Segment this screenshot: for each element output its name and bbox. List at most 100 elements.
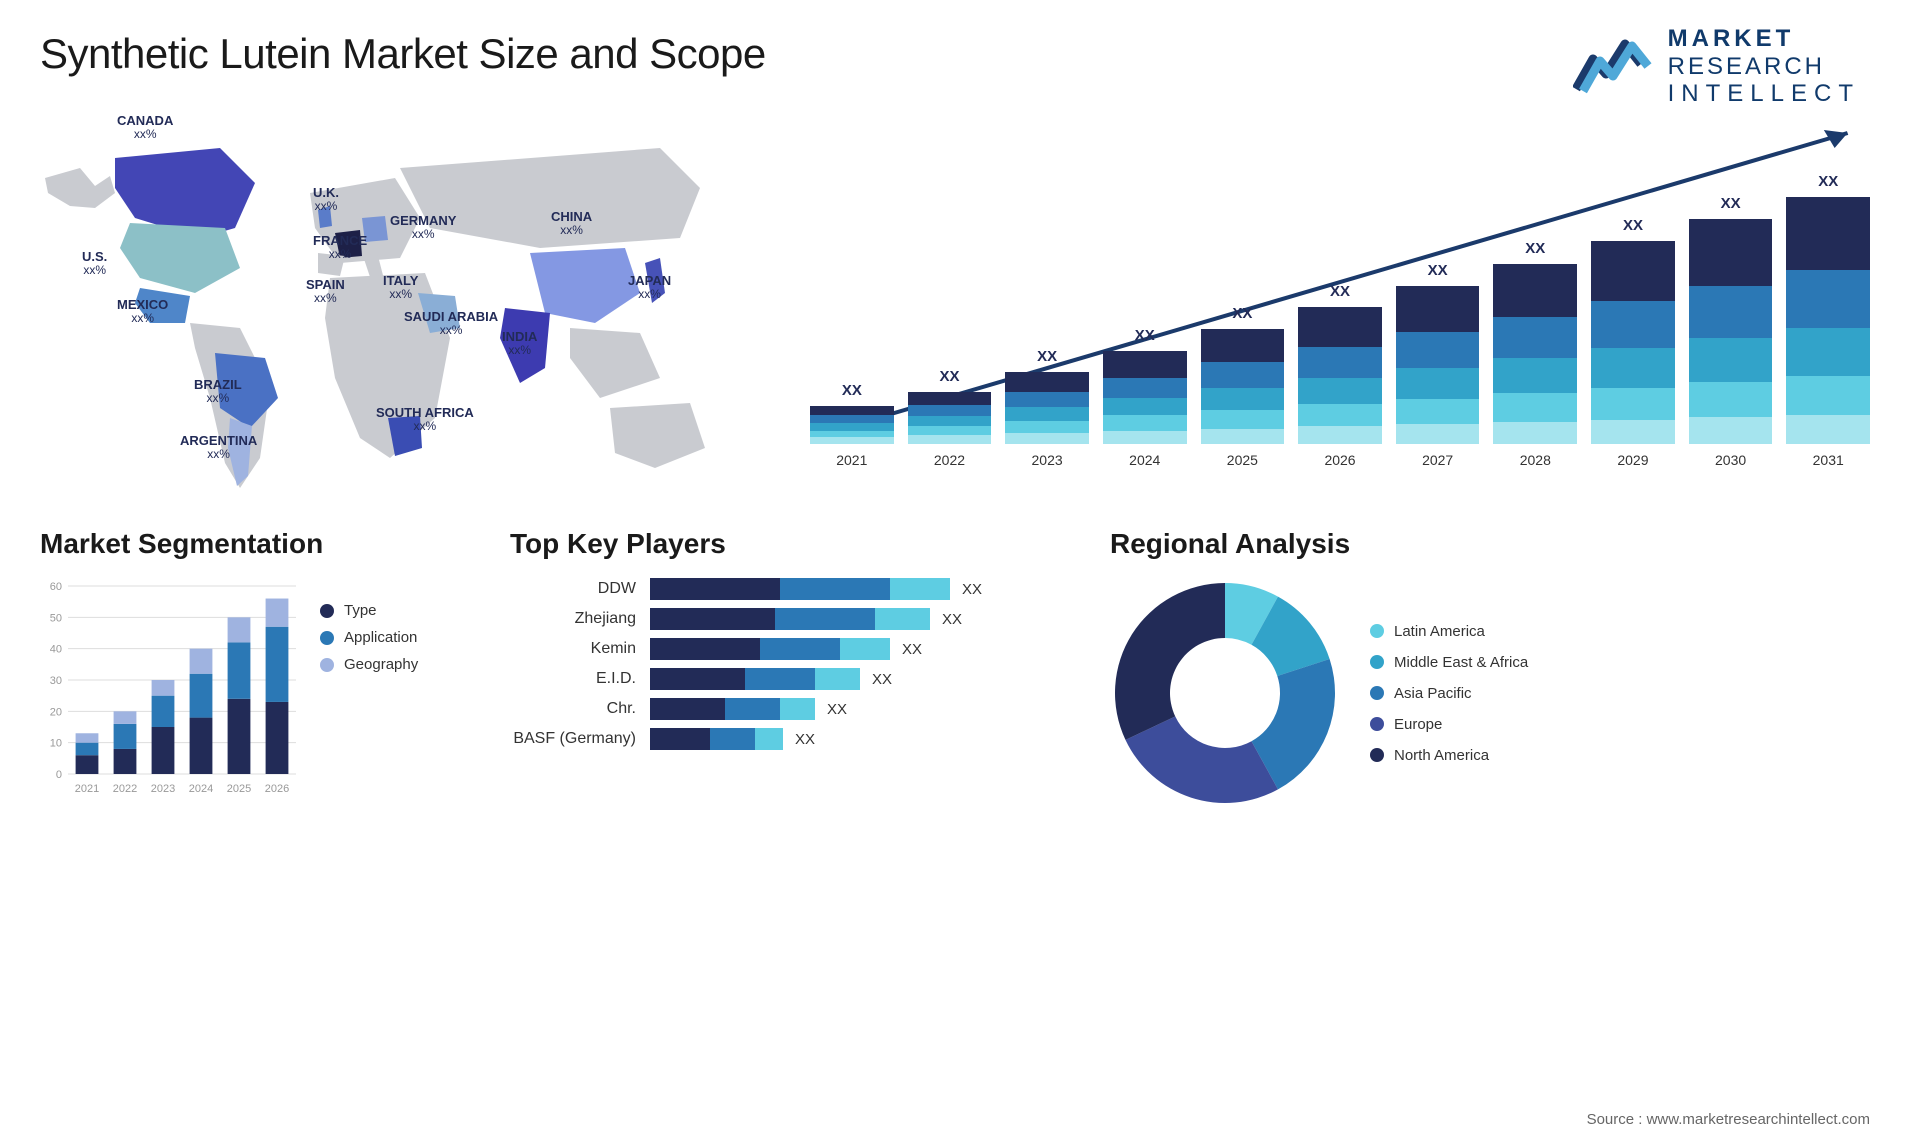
bar-segment [1201,329,1285,362]
map-region-seasia [570,328,660,398]
bar-segment [1493,264,1577,317]
seg-bar [152,696,175,727]
bar-segment [1786,376,1870,415]
map-region-alaska [45,168,115,208]
bar-segment [908,416,992,426]
bar-value-label: XX [1298,283,1382,300]
bar-segment [1396,286,1480,333]
bar-segment [1103,415,1187,431]
bar-segment [810,431,894,438]
bar-segment [1689,338,1773,382]
svg-text:2023: 2023 [151,783,175,795]
player-value: XX [872,671,892,688]
svg-text:30: 30 [50,675,62,687]
bar-segment [908,405,992,416]
svg-text:2021: 2021 [75,783,99,795]
legend-item: North America [1370,747,1880,764]
forecast-year: XX2021 [810,406,894,468]
svg-text:10: 10 [50,738,62,750]
bar-segment [908,426,992,435]
player-name: Chr. [510,700,650,718]
bar-segment [1786,328,1870,377]
bar-segment [1591,388,1675,420]
bar-segment [1689,219,1773,285]
seg-bar [190,649,213,674]
bar-segment [1103,378,1187,398]
player-bar-segment [780,578,890,600]
player-value: XX [902,641,922,658]
forecast-year: XX2028 [1493,264,1577,468]
forecast-year: XX2023 [1005,372,1089,468]
map-region-china [530,248,640,323]
bar-value-label: XX [1591,217,1675,234]
player-name: BASF (Germany) [510,730,650,748]
svg-text:60: 60 [50,581,62,593]
seg-bar [266,599,289,627]
segmentation-title: Market Segmentation [40,528,470,560]
bar-segment [1005,392,1089,408]
player-bar-segment [650,578,780,600]
player-bar-segment [650,698,725,720]
bar-segment [810,437,894,444]
bar-segment [1005,421,1089,433]
seg-bar [228,699,251,774]
player-name: Kemin [510,640,650,658]
world-map: CANADAxx%U.S.xx%MEXICOxx%BRAZILxx%ARGENT… [40,98,740,498]
map-label: ITALYxx% [383,274,418,301]
year-label: 2031 [1813,452,1844,468]
year-label: 2028 [1520,452,1551,468]
year-label: 2026 [1324,452,1355,468]
player-bar [650,668,860,690]
player-bar [650,638,890,660]
player-value: XX [827,701,847,718]
player-bar-segment [650,638,760,660]
player-value: XX [962,581,982,598]
svg-text:40: 40 [50,644,62,656]
svg-text:2026: 2026 [265,783,289,795]
bar-segment [1689,382,1773,417]
legend-item: Asia Pacific [1370,685,1880,702]
bar-segment [1103,431,1187,444]
seg-bar [114,724,137,749]
players-chart: DDWXXZhejiangXXKeminXXE.I.D.XXChr.XXBASF… [510,578,1070,750]
bar-segment [1591,301,1675,348]
svg-text:50: 50 [50,612,62,624]
player-bar-segment [875,608,930,630]
year-label: 2021 [836,452,867,468]
player-row: BASF (Germany)XX [510,728,1070,750]
bar-value-label: XX [1786,173,1870,190]
bar-segment [1396,368,1480,399]
players-title: Top Key Players [510,528,1070,560]
map-label: SPAINxx% [306,278,345,305]
bar-segment [1298,378,1382,405]
bar-segment [1201,410,1285,429]
bar-segment [1396,332,1480,367]
seg-bar [114,711,137,724]
seg-bar [266,627,289,702]
year-label: 2030 [1715,452,1746,468]
bar-segment [1298,347,1382,378]
bar-segment [1005,433,1089,444]
bar-value-label: XX [908,368,992,385]
bar-segment [1689,286,1773,338]
seg-bar [76,743,99,756]
logo-text-2: RESEARCH [1668,53,1860,81]
bar-segment [1591,348,1675,388]
bar-segment [1493,358,1577,393]
svg-text:20: 20 [50,706,62,718]
bar-segment [1786,415,1870,444]
donut-slice [1115,583,1225,740]
player-bar [650,608,930,630]
legend-item: Geography [320,656,470,673]
bar-segment [1689,417,1773,444]
seg-bar [190,674,213,718]
player-row: DDWXX [510,578,1070,600]
bar-segment [810,406,894,415]
year-label: 2027 [1422,452,1453,468]
seg-bar [228,642,251,698]
bar-value-label: XX [810,382,894,399]
bar-value-label: XX [1005,348,1089,365]
player-bar [650,728,783,750]
map-label: U.S.xx% [82,250,107,277]
bar-segment [1103,351,1187,378]
